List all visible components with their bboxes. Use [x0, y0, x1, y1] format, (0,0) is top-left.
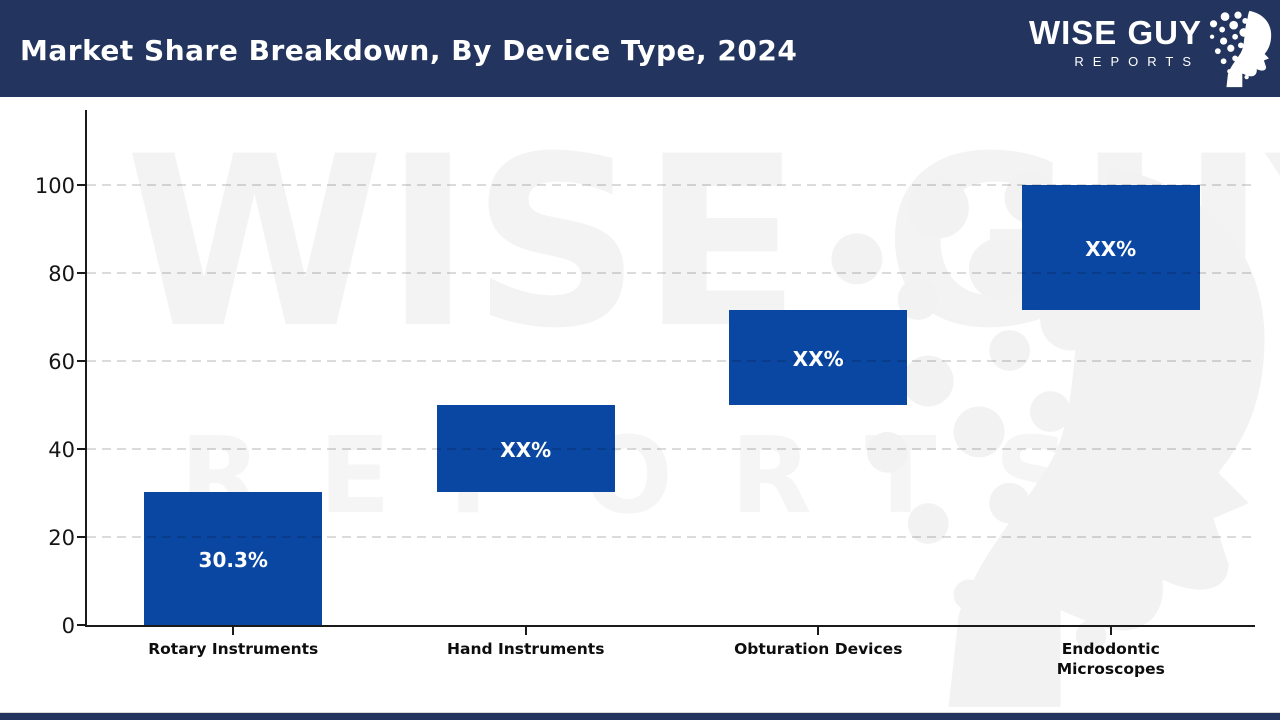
x-tick-mark: [232, 627, 235, 635]
grid-line: [87, 448, 1255, 450]
header-bar: Market Share Breakdown, By Device Type, …: [0, 0, 1280, 97]
bar-label: 30.3%: [198, 548, 268, 573]
page-title: Market Share Breakdown, By Device Type, …: [20, 34, 798, 67]
grid-line: [87, 536, 1255, 538]
y-tick-mark: [77, 448, 85, 450]
wise-guy-logo: WISE GUY REPORTS: [1029, 14, 1202, 69]
figure-border-bottom: [0, 712, 1280, 713]
x-tick-label: Obturation Devices: [734, 640, 903, 658]
x-tick-label: Endodontic Microscopes: [1056, 640, 1165, 679]
bar-label: XX%: [500, 438, 552, 463]
bar: [436, 405, 615, 492]
y-tick-mark: [77, 272, 85, 274]
y-tick-label: 0: [61, 614, 75, 638]
footer-bar: [0, 713, 1280, 720]
logo-subtitle: REPORTS: [1074, 54, 1200, 69]
y-tick-mark: [77, 184, 85, 186]
chart-area: WISE GUY REPORTS 02040608010030.3%Rotary…: [0, 97, 1280, 713]
y-tick-label: 100: [34, 174, 75, 198]
y-tick-mark: [77, 536, 85, 538]
y-tick-label: 40: [48, 438, 75, 462]
x-tick-mark: [817, 627, 820, 635]
grid-line: [87, 184, 1255, 186]
logo-head-icon: [1209, 10, 1272, 88]
bar-label: XX%: [1085, 237, 1137, 262]
x-tick-label: Hand Instruments: [447, 640, 605, 658]
x-tick-mark: [524, 627, 527, 635]
bar: [729, 309, 908, 405]
bar-label: XX%: [792, 347, 844, 372]
x-tick-label: Rotary Instruments: [148, 640, 319, 658]
y-tick-label: 80: [48, 262, 75, 286]
x-tick-mark: [1109, 627, 1112, 635]
y-tick-mark: [77, 360, 85, 362]
grid-line: [87, 272, 1255, 274]
bar: [144, 491, 323, 625]
logo-wordmark: WISE GUY: [1028, 14, 1202, 51]
grid-line: [87, 360, 1255, 362]
plot-area: 0 20 40 60 80 100 30.3% Rotary Instruments XX% Ha…: [35, 110, 1255, 678]
y-tick-label: 60: [48, 350, 75, 374]
y-tick-mark: [77, 624, 85, 626]
bar: [1021, 185, 1200, 310]
y-tick-label: 20: [48, 526, 75, 550]
